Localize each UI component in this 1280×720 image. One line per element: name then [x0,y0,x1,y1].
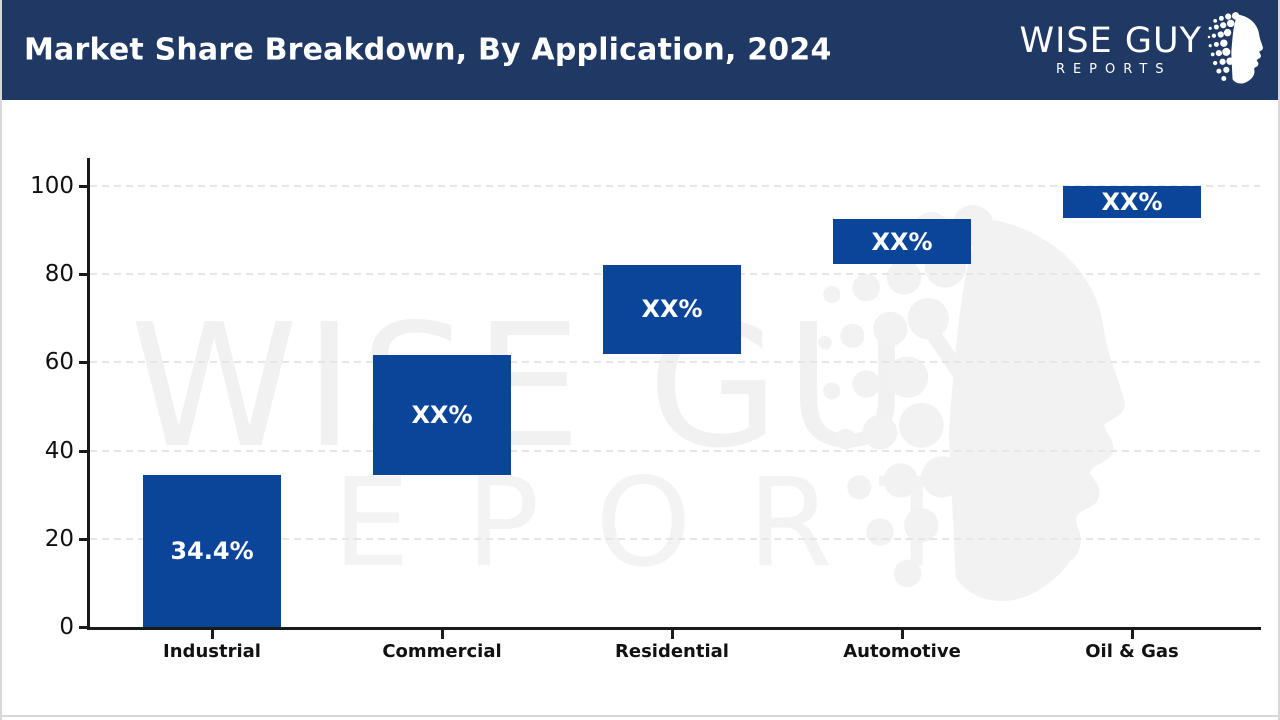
bar-value-label-commercial: XX% [411,401,473,430]
bar-industrial: 34.4% [143,475,281,627]
wiseguy-face-icon [1207,12,1263,84]
y-tick-label-80: 80 [44,261,74,288]
chart-plot: 0 20 40 60 80 100 34.4% XX% XX% XX% XX% Industrial C… [2,100,1278,720]
category-label-industrial: Industrial [163,641,261,662]
bottom-border [2,715,1278,717]
category-label-commercial: Commercial [382,641,502,662]
gridline-20 [90,537,1260,540]
x-tick-residential [671,630,674,639]
bar-value-label-oil-gas: XX% [1101,188,1163,217]
brand-name: WISE GUY [1019,21,1202,62]
category-label-oil-gas: Oil & Gas [1085,641,1179,662]
bar-value-label-residential: XX% [641,295,703,324]
bar-value-label-industrial: 34.4% [170,537,254,566]
y-tick-label-60: 60 [44,349,74,376]
header: Market Share Breakdown, By Application, … [2,0,1278,100]
brand-subname: REPORTS [1055,61,1172,77]
bar-residential: XX% [603,264,741,355]
bar-oil-gas: XX% [1063,186,1201,219]
gridline-100 [90,185,1260,187]
y-tick-80 [79,273,88,277]
gridline-60 [90,361,1260,364]
y-tick-label-0: 0 [59,614,74,640]
y-tick-40 [79,449,88,453]
brand-text: WISE GUY REPORTS [1019,23,1202,77]
bar-commercial: XX% [373,354,511,476]
bar-value-label-automotive: XX% [871,227,933,256]
x-tick-industrial [211,630,214,639]
y-tick-0 [79,626,88,629]
x-tick-oil-gas [1131,630,1134,639]
x-axis-line [87,627,1261,630]
x-tick-automotive [901,630,904,639]
y-axis-line [87,158,90,628]
gridline-40 [90,449,1260,452]
x-tick-commercial [441,630,444,639]
y-tick-20 [79,537,88,541]
y-tick-label-20: 20 [44,525,74,552]
y-tick-label-100: 100 [30,173,74,199]
chart-area: WISE GUY REPORTS 0 20 40 60 80 100 34.4% XX% XX%… [2,100,1278,720]
category-label-automotive: Automotive [843,641,961,662]
brand-logo: WISE GUY REPORTS [1019,8,1266,92]
y-tick-label-40: 40 [44,437,74,464]
page-title: Market Share Breakdown, By Application, … [24,32,832,68]
category-label-residential: Residential [615,641,729,662]
y-tick-60 [79,361,88,365]
y-tick-100 [79,185,88,188]
bar-automotive: XX% [833,218,971,265]
